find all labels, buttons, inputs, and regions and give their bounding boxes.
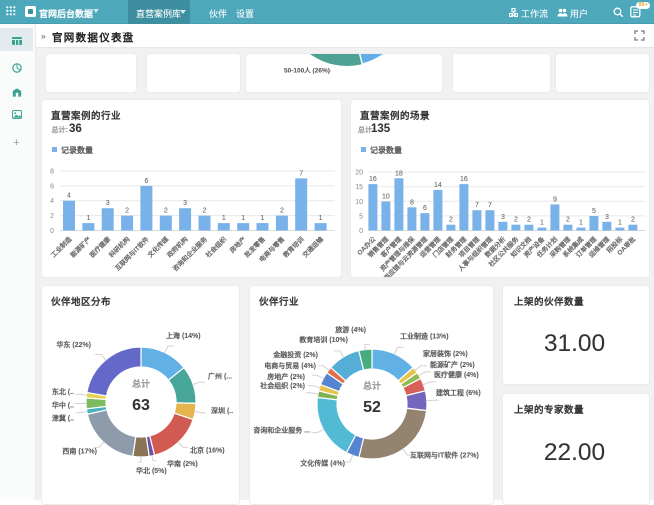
svg-text:房地产 (2%): 房地产 (2%) [267,372,305,381]
svg-text:华南 (2%): 华南 (2%) [167,459,198,468]
svg-text:2: 2 [527,217,531,224]
svg-text:2: 2 [50,213,54,220]
svg-text:15: 15 [355,184,363,191]
svg-text:1: 1 [540,220,544,227]
svg-text:7: 7 [475,202,479,209]
svg-text:18: 18 [395,170,403,177]
svg-text:2: 2 [631,217,635,224]
svg-text:20: 20 [355,170,363,177]
svg-text:能源矿产 (2%): 能源矿产 (2%) [430,360,475,369]
svg-text:建筑工程 (6%): 建筑工程 (6%) [436,388,481,397]
svg-text:2: 2 [514,217,518,224]
svg-text:总计: 总计 [132,378,150,389]
svg-text:文化传媒 (4%): 文化传媒 (4%) [300,459,345,468]
svg-text:50-100人 (26%): 50-100人 (26%) [284,66,330,75]
svg-text:5: 5 [359,213,363,220]
svg-text:9: 9 [553,196,557,203]
svg-text:0: 0 [359,228,363,235]
svg-text:3: 3 [183,200,187,207]
svg-text:华中 (..: 华中 (.. [52,401,74,410]
svg-text:2: 2 [280,208,284,215]
svg-text:10: 10 [382,194,390,201]
svg-text:1: 1 [241,215,245,222]
svg-text:北京 (16%): 北京 (16%) [190,446,225,455]
svg-text:东北 (..: 东北 (.. [52,387,74,396]
svg-text:津冀 (..: 津冀 (.. [52,414,74,423]
svg-text:广州 (...: 广州 (... [208,372,232,381]
svg-text:总计: 总计 [363,380,381,391]
svg-text:0: 0 [50,228,54,235]
svg-text:8: 8 [410,199,414,206]
svg-text:1: 1 [319,215,323,222]
svg-text:社会组织: 社会组织 [203,234,228,259]
svg-text:1: 1 [579,220,583,227]
svg-text:华东 (22%): 华东 (22%) [56,340,91,349]
svg-text:4: 4 [67,193,71,200]
svg-text:1: 1 [86,215,90,222]
svg-text:互联网与IT软件 (27%): 互联网与IT软件 (27%) [410,451,479,460]
svg-text:2: 2 [125,208,129,215]
svg-text:8: 8 [50,169,54,176]
svg-text:教育培训 (10%): 教育培训 (10%) [298,335,348,344]
svg-text:家居装饰 (2%): 家居装饰 (2%) [423,349,468,358]
svg-text:6: 6 [144,178,148,185]
svg-text:63: 63 [132,397,150,414]
svg-text:1: 1 [222,215,226,222]
svg-text:1: 1 [618,220,622,227]
svg-text:16: 16 [460,176,468,183]
svg-text:工业制造 (13%): 工业制造 (13%) [400,332,449,341]
svg-text:旅游 (4%): 旅游 (4%) [334,325,366,334]
svg-text:1: 1 [261,215,265,222]
svg-text:14: 14 [434,182,442,189]
svg-text:西南 (17%): 西南 (17%) [62,447,97,456]
svg-text:2: 2 [566,217,570,224]
svg-text:2: 2 [203,208,207,215]
svg-text:咨询和企业服务 ...: 咨询和企业服务 ... [253,426,310,435]
svg-text:5: 5 [592,208,596,215]
svg-text:医疗健康 (4%): 医疗健康 (4%) [434,370,479,379]
svg-text:华北 (5%): 华北 (5%) [136,466,167,475]
svg-text:7: 7 [488,202,492,209]
svg-text:上海 (14%): 上海 (14%) [166,331,201,340]
svg-text:3: 3 [501,214,505,221]
svg-text:52: 52 [363,399,381,416]
svg-text:16: 16 [369,176,377,183]
svg-text:3: 3 [605,214,609,221]
svg-text:2: 2 [449,217,453,224]
svg-text:电商与贸易 (4%): 电商与贸易 (4%) [264,361,316,370]
svg-text:2: 2 [164,208,168,215]
svg-text:10: 10 [355,199,363,206]
svg-text:3: 3 [106,200,110,207]
svg-text:7: 7 [299,170,303,177]
svg-text:房地产: 房地产 [227,234,248,255]
svg-text:深圳 (..: 深圳 (.. [211,406,233,415]
svg-text:交通运输: 交通运输 [300,234,325,259]
svg-text:6: 6 [50,183,54,190]
svg-text:6: 6 [423,205,427,212]
svg-text:4: 4 [50,198,54,205]
svg-text:金融投资 (2%): 金融投资 (2%) [272,350,318,359]
svg-text:社会组织 (2%): 社会组织 (2%) [259,381,305,390]
